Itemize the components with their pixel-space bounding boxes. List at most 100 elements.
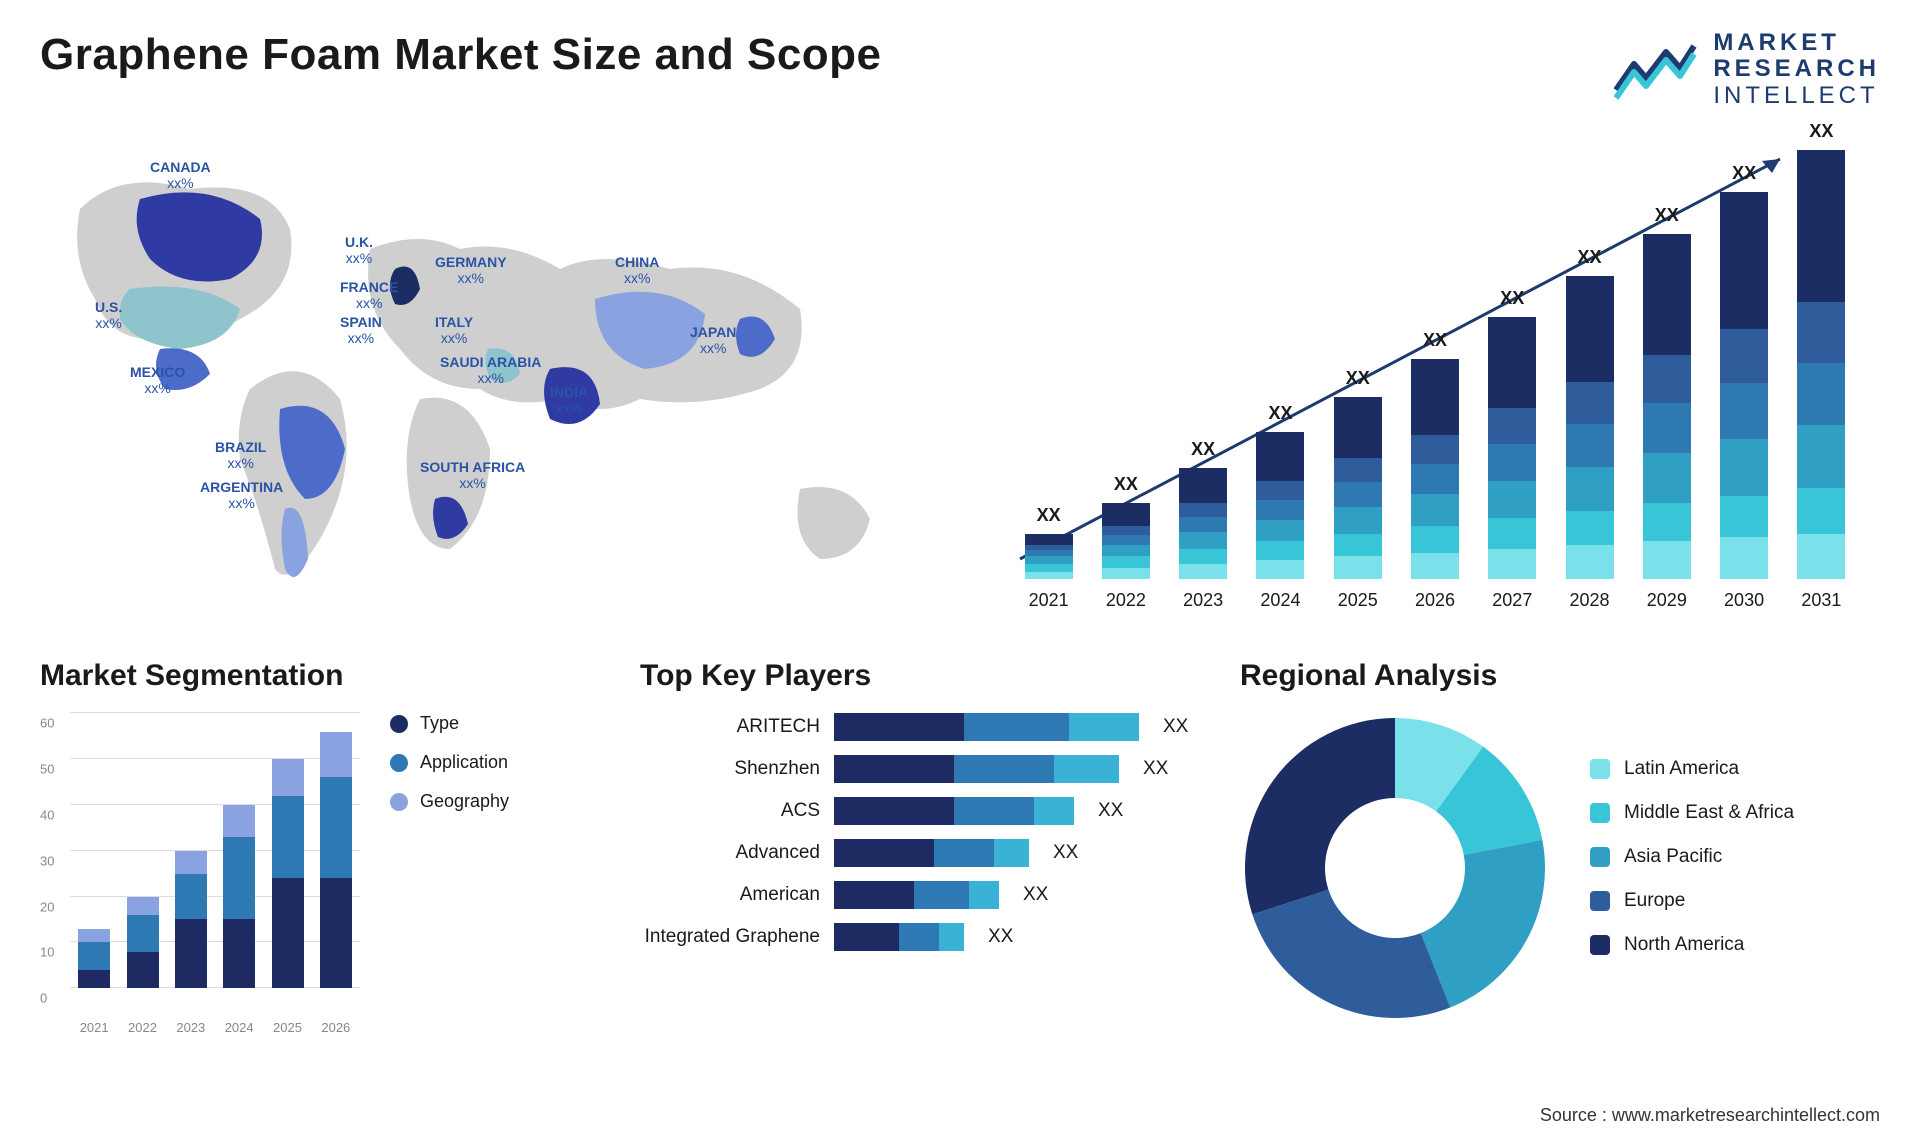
player-name: American [640,884,820,906]
seg-bar-2025 [272,759,304,988]
growth-bar-2021 [1025,534,1073,579]
seg-legend-item: Application [390,752,509,773]
growth-toplabel: XX [1179,439,1227,460]
legend-label: Asia Pacific [1624,846,1722,868]
growth-toplabel: XX [1411,330,1459,351]
growth-toplabel: XX [1025,505,1073,526]
player-row: Integrated GrapheneXX [640,923,1200,951]
seg-xlabel: 2023 [175,1020,207,1035]
seg-xlabel: 2026 [320,1020,352,1035]
growth-toplabel: XX [1797,121,1845,142]
growth-chart: 2021XX2022XX2023XX2024XX2025XX2026XX2027… [990,139,1880,619]
map-label-argentina: ARGENTINAxx% [200,479,283,511]
growth-bar-2026 [1411,359,1459,579]
regional-legend: Latin America Middle East & Africa Asia Pa… [1590,758,1794,978]
seg-bar-2021 [78,929,110,989]
legend-swatch [1590,759,1610,779]
seg-bar-2022 [127,897,159,989]
growth-xlabel: 2022 [1102,590,1150,611]
player-bar [834,923,964,951]
player-bar [834,797,1074,825]
map-label-south-africa: SOUTH AFRICAxx% [420,459,525,491]
growth-bar-2025 [1334,397,1382,579]
seg-xlabel: 2025 [272,1020,304,1035]
legend-swatch [1590,803,1610,823]
seg-ylabel: 30 [40,853,54,868]
map-label-italy: ITALYxx% [435,314,473,346]
legend-label: Latin America [1624,758,1739,780]
growth-xlabel: 2028 [1566,590,1614,611]
player-name: ACS [640,800,820,822]
growth-toplabel: XX [1102,474,1150,495]
player-bar [834,755,1119,783]
growth-xlabel: 2021 [1025,590,1073,611]
seg-ylabel: 10 [40,945,54,960]
seg-xlabel: 2024 [223,1020,255,1035]
donut-slice-europe [1252,890,1450,1018]
seg-xlabel: 2021 [78,1020,110,1035]
player-bar [834,881,999,909]
seg-bar-2026 [320,732,352,989]
map-label-u-k-: U.K.xx% [345,234,373,266]
legend-swatch [1590,935,1610,955]
growth-bar-2024 [1256,432,1304,579]
map-label-mexico: MEXICOxx% [130,364,185,396]
player-value: XX [1143,758,1168,780]
seg-ylabel: 0 [40,991,47,1006]
player-row: Advanced XX [640,839,1200,867]
donut-slice-north-america [1245,718,1395,914]
segmentation-title: Market Segmentation [40,659,600,693]
regional-legend-item: Asia Pacific [1590,846,1794,868]
seg-ylabel: 50 [40,762,54,777]
player-bar [834,713,1139,741]
player-row: ARITECHXX [640,713,1200,741]
growth-bar-2031 [1797,150,1845,579]
player-name: Shenzhen [640,758,820,780]
player-row: Shenzhen XX [640,755,1200,783]
regional-legend-item: North America [1590,934,1794,956]
players-title: Top Key Players [640,659,1200,693]
legend-swatch [1590,847,1610,867]
legend-swatch [1590,891,1610,911]
logo-text-1: MARKET [1713,30,1880,56]
map-label-brazil: BRAZILxx% [215,439,266,471]
growth-toplabel: XX [1488,288,1536,309]
logo-icon [1612,38,1698,102]
growth-xlabel: 2030 [1720,590,1768,611]
segmentation-panel: Market Segmentation 01020304050602021202… [40,659,600,1039]
regional-title: Regional Analysis [1240,659,1880,693]
player-value: XX [1163,716,1188,738]
map-label-u-s-: U.S.xx% [95,299,122,331]
map-label-china: CHINAxx% [615,254,659,286]
growth-toplabel: XX [1566,247,1614,268]
legend-label: Middle East & Africa [1624,802,1794,824]
logo-text-2: RESEARCH [1713,56,1880,82]
growth-toplabel: XX [1643,205,1691,226]
segmentation-legend: Type Application Geography [390,713,509,1013]
player-name: Advanced [640,842,820,864]
player-value: XX [1053,842,1078,864]
growth-xlabel: 2024 [1256,590,1304,611]
growth-xlabel: 2025 [1334,590,1382,611]
growth-bar-2022 [1102,503,1150,579]
segmentation-chart: 0102030405060202120222023202420252026 [40,713,360,1013]
brand-logo: MARKET RESEARCH INTELLECT [1612,30,1880,109]
player-value: XX [988,926,1013,948]
player-value: XX [1023,884,1048,906]
regional-donut [1240,713,1550,1023]
regional-legend-item: Latin America [1590,758,1794,780]
seg-ylabel: 60 [40,716,54,731]
map-label-germany: GERMANYxx% [435,254,507,286]
seg-legend-item: Type [390,713,509,734]
players-chart: ARITECHXX Shenzhen XX ACS XX Advanced XX Americ… [640,713,1200,951]
seg-legend-item: Geography [390,791,509,812]
map-label-france: FRANCExx% [340,279,398,311]
growth-bar-2029 [1643,234,1691,579]
legend-label: Europe [1624,890,1685,912]
growth-toplabel: XX [1334,368,1382,389]
growth-bar-2030 [1720,192,1768,579]
source-attribution: Source : www.marketresearchintellect.com [1540,1105,1880,1126]
seg-ylabel: 20 [40,899,54,914]
growth-bar-2027 [1488,317,1536,579]
player-bar [834,839,1029,867]
